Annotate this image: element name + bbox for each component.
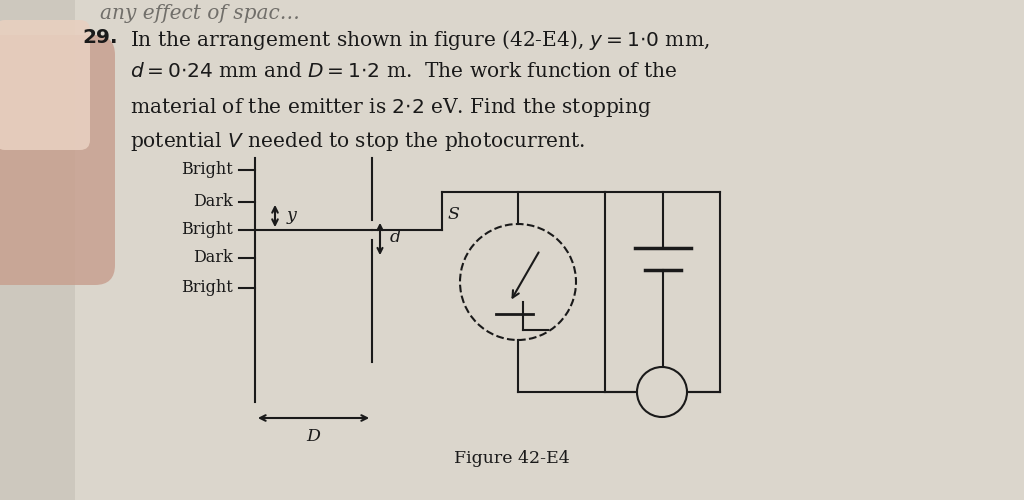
- Text: Dark: Dark: [194, 194, 233, 210]
- FancyBboxPatch shape: [0, 20, 90, 150]
- Text: D: D: [306, 428, 321, 445]
- Text: A: A: [656, 384, 668, 400]
- Text: $d=0{\cdot}24$ mm and $D=1{\cdot}2$ m.  The work function of the: $d=0{\cdot}24$ mm and $D=1{\cdot}2$ m. T…: [130, 62, 677, 81]
- FancyBboxPatch shape: [0, 35, 115, 285]
- Circle shape: [637, 367, 687, 417]
- Text: d: d: [390, 230, 401, 246]
- Text: Bright: Bright: [181, 162, 233, 178]
- Text: Dark: Dark: [194, 250, 233, 266]
- Text: any effect of spac…: any effect of spac…: [100, 4, 300, 23]
- Text: In the arrangement shown in figure (42-E4), $y=1{\cdot}0$ mm,: In the arrangement shown in figure (42-E…: [130, 28, 710, 52]
- Text: Bright: Bright: [181, 280, 233, 296]
- Text: y: y: [287, 208, 297, 224]
- Text: Figure 42-E4: Figure 42-E4: [454, 450, 570, 467]
- Text: material of the emitter is $2{\cdot}2$ eV. Find the stopping: material of the emitter is $2{\cdot}2$ e…: [130, 96, 651, 119]
- Text: S: S: [447, 206, 460, 223]
- Text: $\mathbf{29.}$: $\mathbf{29.}$: [82, 28, 117, 47]
- FancyBboxPatch shape: [75, 0, 1024, 500]
- Text: Bright: Bright: [181, 222, 233, 238]
- Text: potential $V$ needed to stop the photocurrent.: potential $V$ needed to stop the photocu…: [130, 130, 585, 153]
